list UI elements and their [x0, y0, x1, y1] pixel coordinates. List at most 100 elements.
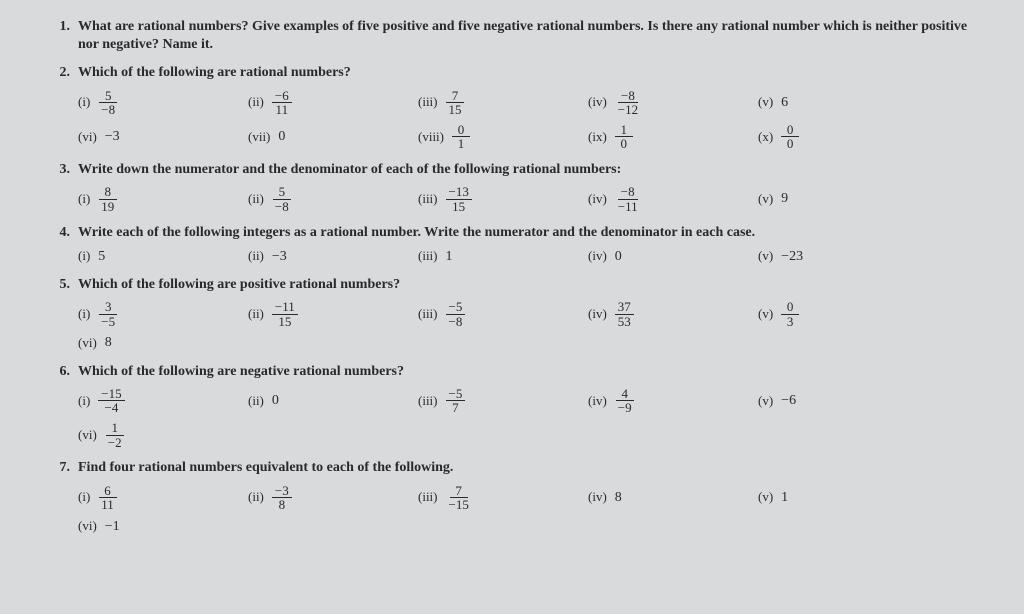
question-header: 5. Which of the following are positive r…	[50, 276, 974, 294]
option-ix: (ix)10	[588, 123, 758, 151]
question-header: 2. Which of the following are rational n…	[50, 64, 974, 82]
option-label: (iv)	[588, 489, 607, 506]
options-row-1: (i)5−8 (ii)−611 (iii)715 (iv)−8−12 (v)6	[78, 89, 974, 117]
option-value: 8	[105, 334, 112, 352]
option-label: (v)	[758, 489, 773, 506]
option-label: (iii)	[418, 248, 438, 265]
option-value: 6	[781, 94, 788, 112]
fraction: 1−2	[105, 421, 125, 449]
option-label: (iii)	[418, 393, 438, 410]
fraction: −1115	[272, 300, 298, 328]
question-text: What are rational numbers? Give examples…	[78, 18, 974, 54]
question-text: Write each of the following integers as …	[78, 224, 974, 242]
option-i: (i) −15−4	[78, 387, 248, 415]
option-label: (vi)	[78, 335, 97, 352]
option-label: (iv)	[588, 94, 607, 111]
question-header: 6. Which of the following are negative r…	[50, 363, 974, 381]
option-label: (v)	[758, 306, 773, 323]
option-label: (ix)	[588, 129, 607, 146]
option-value: −23	[781, 248, 803, 266]
option-label: (x)	[758, 129, 773, 146]
question-header: 1. What are rational numbers? Give examp…	[50, 18, 974, 54]
option-label: (iii)	[418, 489, 438, 506]
option-iv: (iv)−8−11	[588, 185, 758, 213]
fraction: −8−11	[615, 185, 641, 213]
option-value: 5	[98, 248, 105, 266]
option-i: (i) 3−5	[78, 300, 248, 328]
option-v: (v) 03	[758, 300, 928, 328]
question-number: 5.	[50, 276, 78, 294]
option-i: (i)5	[78, 248, 248, 266]
option-i: (i)5−8	[78, 89, 248, 117]
fraction: 03	[781, 300, 799, 328]
fraction: 00	[781, 123, 799, 151]
option-label: (i)	[78, 191, 90, 208]
option-label: (vi)	[78, 518, 97, 535]
question-text: Write down the numerator and the denomin…	[78, 161, 974, 179]
option-label: (ii)	[248, 94, 264, 111]
question-text: Find four rational numbers equivalent to…	[78, 459, 974, 477]
question-text: Which of the following are rational numb…	[78, 64, 974, 82]
options-row-2: (vi)−1	[78, 518, 974, 536]
option-i: (i)611	[78, 484, 248, 512]
option-x: (x) 00	[758, 123, 928, 151]
option-value: 9	[781, 190, 788, 208]
option-label: (i)	[78, 306, 90, 323]
fraction: 3753	[615, 300, 634, 328]
option-v: (v)1	[758, 484, 928, 512]
fraction: −8−12	[615, 89, 641, 117]
question-3: 3. Write down the numerator and the deno…	[50, 161, 974, 213]
options-row-1: (i)611 (ii)−38 (iii)7−15 (iv)8 (v)1	[78, 484, 974, 512]
option-iv: (iv) −8−12	[588, 89, 758, 117]
option-label: (i)	[78, 393, 90, 410]
option-value: −3	[272, 248, 287, 266]
option-label: (ii)	[248, 248, 264, 265]
fraction: −5−8	[446, 300, 466, 328]
option-label: (i)	[78, 489, 90, 506]
option-iv: (iv)3753	[588, 300, 758, 328]
option-label: (iv)	[588, 248, 607, 265]
options-row-2: (vi) 8	[78, 334, 974, 352]
option-label: (vi)	[78, 427, 97, 444]
options-row-2: (vi)−3 (vii)0 (viii)01 (ix)10 (x)00	[78, 123, 974, 151]
question-5: 5. Which of the following are positive r…	[50, 276, 974, 353]
fraction: 3−5	[98, 300, 118, 328]
option-label: (vii)	[248, 129, 270, 146]
options-row-1: (i) 3−5 (ii)−1115 (iii) −5−8 (iv)3753 (v) 0…	[78, 300, 974, 328]
option-value: −3	[105, 128, 120, 146]
option-label: (iv)	[588, 393, 607, 410]
option-ii: (ii) −3	[248, 248, 418, 266]
question-7: 7. Find four rational numbers equivalent…	[50, 459, 974, 536]
option-i: (i)819	[78, 185, 248, 213]
option-label: (ii)	[248, 489, 264, 506]
question-text: Which of the following are negative rati…	[78, 363, 974, 381]
question-text: Which of the following are positive rati…	[78, 276, 974, 294]
question-number: 7.	[50, 459, 78, 477]
fraction: −611	[272, 89, 292, 117]
option-vi: (vi)−1	[78, 518, 248, 536]
option-value: −6	[781, 392, 796, 410]
option-label: (iii)	[418, 306, 438, 323]
question-4: 4. Write each of the following integers …	[50, 224, 974, 266]
option-vi: (vi) 1−2	[78, 421, 248, 449]
fraction: 4−9	[615, 387, 635, 415]
option-v: (v)−6	[758, 387, 928, 415]
option-v: (v)9	[758, 185, 928, 213]
option-ii: (ii)−1115	[248, 300, 418, 328]
option-value: 0	[615, 248, 622, 266]
option-iv: (iv) 4−9	[588, 387, 758, 415]
option-iii: (iii) −57	[418, 387, 588, 415]
fraction: −15−4	[98, 387, 124, 415]
option-label: (ii)	[248, 393, 264, 410]
fraction: 715	[446, 89, 465, 117]
fraction: −57	[446, 387, 466, 415]
fraction: −1315	[446, 185, 472, 213]
option-value: 0	[278, 128, 285, 146]
option-iv: (iv)8	[588, 484, 758, 512]
option-vii: (vii) 0	[248, 123, 418, 151]
question-number: 1.	[50, 18, 78, 36]
fraction: 5−8	[98, 89, 118, 117]
option-iii: (iii)−1315	[418, 185, 588, 213]
question-number: 3.	[50, 161, 78, 179]
fraction: 01	[452, 123, 470, 151]
